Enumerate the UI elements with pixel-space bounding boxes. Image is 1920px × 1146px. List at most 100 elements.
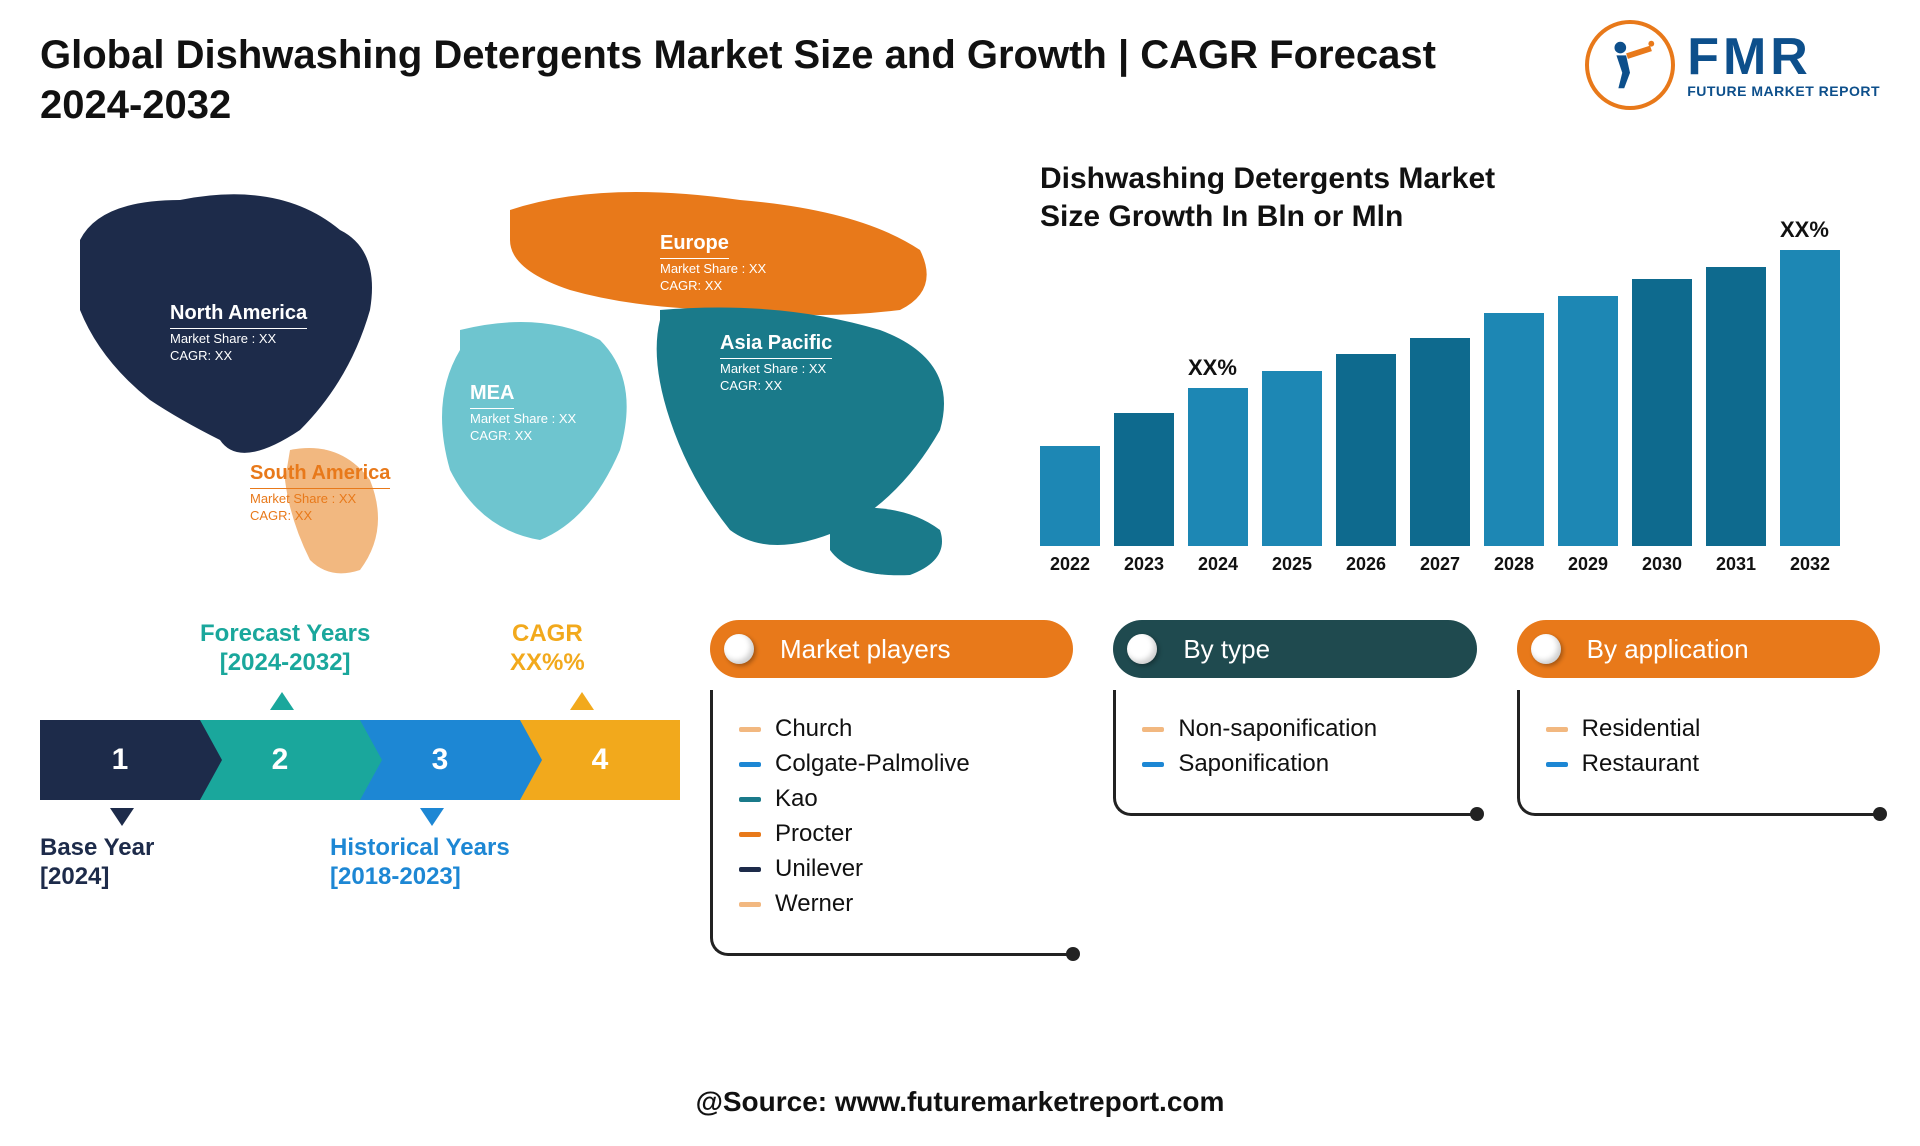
bar-annotation: XX% xyxy=(1188,355,1237,381)
base-range: [2024] xyxy=(40,863,154,892)
category-columns: Market players Church Colgate-Palmolive Kao… xyxy=(710,620,1880,956)
pillar-item-label: Unilever xyxy=(775,855,863,883)
pillar-item: Residential xyxy=(1546,715,1860,743)
pillar-item: Saponification xyxy=(1142,750,1456,778)
chart-bars: 2022202320242025202620272028202920302031… xyxy=(1040,255,1880,575)
bar-2022: 2022 xyxy=(1040,446,1100,575)
forecast-years-label: Forecast Years [2024-2032] xyxy=(200,620,370,678)
bar-year-label: 2031 xyxy=(1716,554,1756,575)
world-map: North AmericaMarket Share : XXCAGR: XX So… xyxy=(40,160,980,580)
cagr-arrow-icon xyxy=(570,692,594,710)
bar-2032: 2032 xyxy=(1780,250,1840,575)
pillar-item: Kao xyxy=(739,785,1053,813)
pillar-0: Market players Church Colgate-Palmolive Kao… xyxy=(710,620,1073,956)
region-label-south_america: South AmericaMarket Share : XXCAGR: XX xyxy=(250,460,390,525)
base-arrow-icon xyxy=(110,808,134,826)
bar-2027: 2027 xyxy=(1410,338,1470,575)
bar-year-label: 2022 xyxy=(1050,554,1090,575)
historical-arrow-icon xyxy=(420,808,444,826)
dot-icon xyxy=(1531,634,1561,664)
bar-year-label: 2023 xyxy=(1124,554,1164,575)
bar-rect xyxy=(1040,446,1100,546)
pillar-header: By application xyxy=(1517,620,1880,678)
logo-fmr-text: FMR xyxy=(1687,31,1880,83)
bar-rect xyxy=(1262,371,1322,546)
forecast-range: [2024-2032] xyxy=(200,649,370,678)
tick-icon xyxy=(1546,727,1568,732)
dot-icon xyxy=(724,634,754,664)
map-svg xyxy=(40,160,980,580)
bar-chart: Dishwashing Detergents Market Size Growt… xyxy=(1010,160,1880,580)
pillar-item: Non-saponification xyxy=(1142,715,1456,743)
bar-rect xyxy=(1558,296,1618,546)
pillar-item-label: Non-saponification xyxy=(1178,715,1377,743)
pillar-item-label: Residential xyxy=(1582,715,1701,743)
bar-rect xyxy=(1706,267,1766,546)
historical-range: [2018-2023] xyxy=(330,863,510,892)
region-label-asia_pacific: Asia PacificMarket Share : XXCAGR: XX xyxy=(720,330,832,395)
pillar-title: By type xyxy=(1183,634,1270,665)
pillar-2: By application Residential Restaurant xyxy=(1517,620,1880,956)
bar-2025: 2025 xyxy=(1262,371,1322,575)
historical-title: Historical Years xyxy=(330,834,510,863)
bar-2026: 2026 xyxy=(1336,354,1396,575)
timeline-segment-4: 4 xyxy=(520,720,680,800)
logo-subtitle: FUTURE MARKET REPORT xyxy=(1687,83,1880,99)
bar-year-label: 2032 xyxy=(1790,554,1830,575)
source-attribution: @Source: www.futuremarketreport.com xyxy=(0,1086,1920,1118)
base-year-label: Base Year [2024] xyxy=(40,834,154,892)
pillar-item: Werner xyxy=(739,890,1053,918)
bar-rect xyxy=(1336,354,1396,546)
forecast-title: Forecast Years xyxy=(200,620,370,649)
cagr-label: CAGR XX%% xyxy=(510,620,585,678)
bar-year-label: 2025 xyxy=(1272,554,1312,575)
historical-years-label: Historical Years [2018-2023] xyxy=(330,834,510,892)
pillar-item-label: Werner xyxy=(775,890,853,918)
pillar-item-label: Colgate-Palmolive xyxy=(775,750,970,778)
tick-icon xyxy=(739,867,761,872)
pillar-item-label: Saponification xyxy=(1178,750,1329,778)
bar-2023: 2023 xyxy=(1114,413,1174,575)
pillar-item: Unilever xyxy=(739,855,1053,883)
bar-2030: 2030 xyxy=(1632,279,1692,575)
timeline-segment-1: 1 xyxy=(40,720,200,800)
forecast-arrow-icon xyxy=(270,692,294,710)
bar-2028: 2028 xyxy=(1484,313,1544,575)
bar-rect xyxy=(1114,413,1174,546)
tick-icon xyxy=(739,832,761,837)
tick-icon xyxy=(1546,762,1568,767)
tick-icon xyxy=(739,762,761,767)
telescope-person-icon xyxy=(1585,20,1675,110)
tick-icon xyxy=(1142,762,1164,767)
tick-icon xyxy=(739,902,761,907)
pillar-item: Restaurant xyxy=(1546,750,1860,778)
pillar-item-label: Procter xyxy=(775,820,852,848)
bar-year-label: 2026 xyxy=(1346,554,1386,575)
region-label-europe: EuropeMarket Share : XXCAGR: XX xyxy=(660,230,766,295)
pillar-item-label: Restaurant xyxy=(1582,750,1699,778)
cagr-title: CAGR xyxy=(510,620,585,649)
tick-icon xyxy=(1142,727,1164,732)
pillar-title: Market players xyxy=(780,634,951,665)
region-label-mea: MEAMarket Share : XXCAGR: XX xyxy=(470,380,576,445)
timeline-bar: 1234 xyxy=(40,720,680,800)
base-title: Base Year xyxy=(40,834,154,863)
tick-icon xyxy=(739,727,761,732)
cagr-range: XX%% xyxy=(510,649,585,678)
bar-year-label: 2028 xyxy=(1494,554,1534,575)
bar-rect xyxy=(1632,279,1692,546)
pillar-item: Procter xyxy=(739,820,1053,848)
pillar-header: By type xyxy=(1113,620,1476,678)
bar-annotation: XX% xyxy=(1780,217,1829,243)
fmr-logo: FMR FUTURE MARKET REPORT xyxy=(1585,20,1880,110)
bar-2029: 2029 xyxy=(1558,296,1618,575)
pillar-item: Church xyxy=(739,715,1053,743)
pillar-body: Church Colgate-Palmolive Kao Procter Unileve… xyxy=(710,690,1073,956)
region-australia xyxy=(830,508,942,576)
timeline-segment-3: 3 xyxy=(360,720,520,800)
bar-year-label: 2029 xyxy=(1568,554,1608,575)
region-label-north_america: North AmericaMarket Share : XXCAGR: XX xyxy=(170,300,307,365)
tick-icon xyxy=(739,797,761,802)
timeline: Forecast Years [2024-2032] CAGR XX%% 123… xyxy=(40,620,680,956)
pillar-1: By type Non-saponification Saponification xyxy=(1113,620,1476,956)
